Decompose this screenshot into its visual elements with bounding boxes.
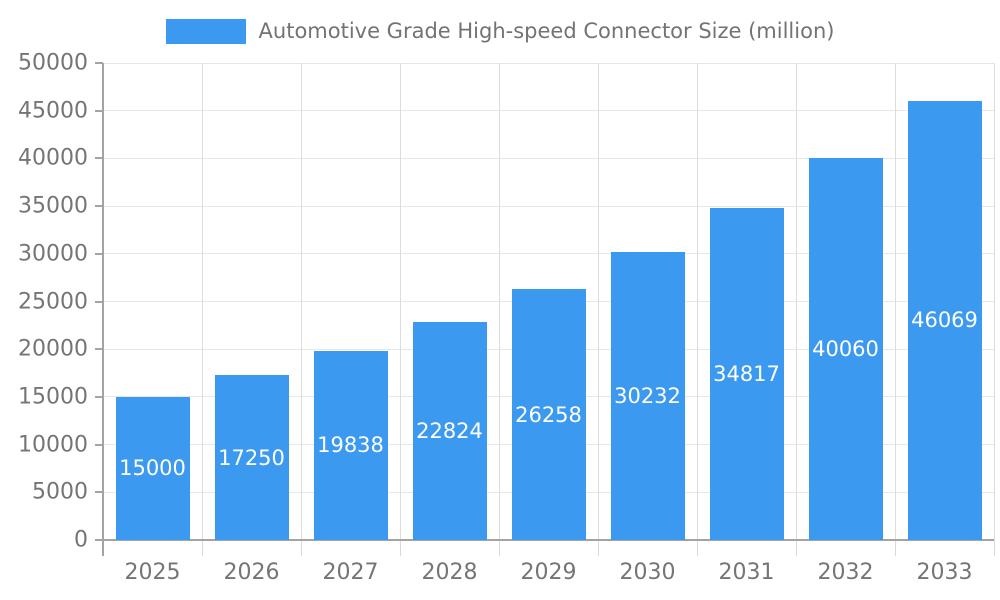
y-axis-tick <box>95 62 103 64</box>
v-gridline <box>894 63 896 540</box>
h-gridline <box>103 62 994 64</box>
bar-value-label: 46069 <box>911 308 978 333</box>
v-gridline <box>201 63 203 540</box>
legend[interactable]: Automotive Grade High-speed Connector Si… <box>0 17 1000 45</box>
y-axis-tick-label: 45000 <box>18 98 88 124</box>
y-axis-tick <box>95 300 103 303</box>
h-gridline <box>103 157 994 159</box>
x-axis-tick-label: 2033 <box>916 560 973 585</box>
y-axis-tick-label: 5000 <box>32 479 88 505</box>
y-axis-tick-label: 0 <box>74 527 88 553</box>
bar: 22824 <box>412 322 487 540</box>
x-axis-line <box>95 539 994 541</box>
y-axis-tick <box>95 205 103 208</box>
y-axis-tick <box>95 491 103 494</box>
bar: 34817 <box>709 207 784 540</box>
y-axis-tick <box>95 443 103 446</box>
bar-value-label: 22824 <box>416 419 483 444</box>
bar: 15000 <box>115 396 190 540</box>
bar: 26258 <box>511 289 586 540</box>
bar-value-label: 26258 <box>515 402 582 427</box>
x-axis-tick <box>201 540 203 556</box>
y-axis-tick <box>95 348 103 351</box>
bar: 19838 <box>313 350 388 540</box>
bar-value-label: 30232 <box>614 383 681 408</box>
h-gridline <box>103 205 994 207</box>
y-axis-tick-label: 35000 <box>18 193 88 219</box>
bar-value-label: 40060 <box>812 336 879 361</box>
v-gridline <box>993 63 995 540</box>
bar: 46069 <box>907 100 982 540</box>
x-axis-tick-label: 2031 <box>718 560 775 585</box>
x-axis-tick <box>300 540 302 556</box>
v-gridline <box>795 63 797 540</box>
x-axis-tick <box>894 540 896 556</box>
bar: 30232 <box>610 251 685 540</box>
y-axis-tick <box>95 252 103 255</box>
y-axis-tick-label: 30000 <box>18 241 88 267</box>
x-axis-tick-label: 2025 <box>124 560 181 585</box>
x-axis-tick-label: 2027 <box>322 560 379 585</box>
y-axis-tick-label: 15000 <box>18 384 88 410</box>
y-axis-tick-label: 40000 <box>18 145 88 171</box>
bar-value-label: 34817 <box>713 361 780 386</box>
x-axis-tick-label: 2029 <box>520 560 577 585</box>
x-axis-tick-label: 2028 <box>421 560 478 585</box>
y-axis-tick-label: 20000 <box>18 336 88 362</box>
v-gridline <box>498 63 500 540</box>
y-axis-tick <box>95 395 103 398</box>
legend-label: Automotive Grade High-speed Connector Si… <box>258 19 835 43</box>
x-axis-tick-label: 2030 <box>619 560 676 585</box>
v-gridline <box>399 63 401 540</box>
v-gridline <box>696 63 698 540</box>
x-axis-tick <box>795 540 797 556</box>
y-axis-tick-label: 50000 <box>18 50 88 76</box>
y-axis-tick <box>95 109 103 112</box>
bar-value-label: 19838 <box>317 433 384 458</box>
x-axis-tick <box>696 540 698 556</box>
x-axis-tick <box>498 540 500 556</box>
y-axis-tick-label: 10000 <box>18 432 88 458</box>
x-axis-tick <box>993 540 995 556</box>
x-axis-tick <box>399 540 401 556</box>
y-axis-line <box>102 63 104 556</box>
x-axis-tick-label: 2026 <box>223 560 280 585</box>
bar: 17250 <box>214 375 289 540</box>
y-axis-tick <box>95 157 103 160</box>
y-axis-tick-label: 25000 <box>18 289 88 314</box>
legend-swatch <box>165 18 246 44</box>
h-gridline <box>103 110 994 112</box>
bar-value-label: 15000 <box>119 456 186 481</box>
x-axis-tick <box>597 540 599 556</box>
v-gridline <box>597 63 599 540</box>
bar: 40060 <box>808 157 883 540</box>
bar-value-label: 17250 <box>218 445 285 470</box>
x-axis-tick-label: 2032 <box>817 560 874 585</box>
v-gridline <box>300 63 302 540</box>
h-gridline <box>103 253 994 255</box>
